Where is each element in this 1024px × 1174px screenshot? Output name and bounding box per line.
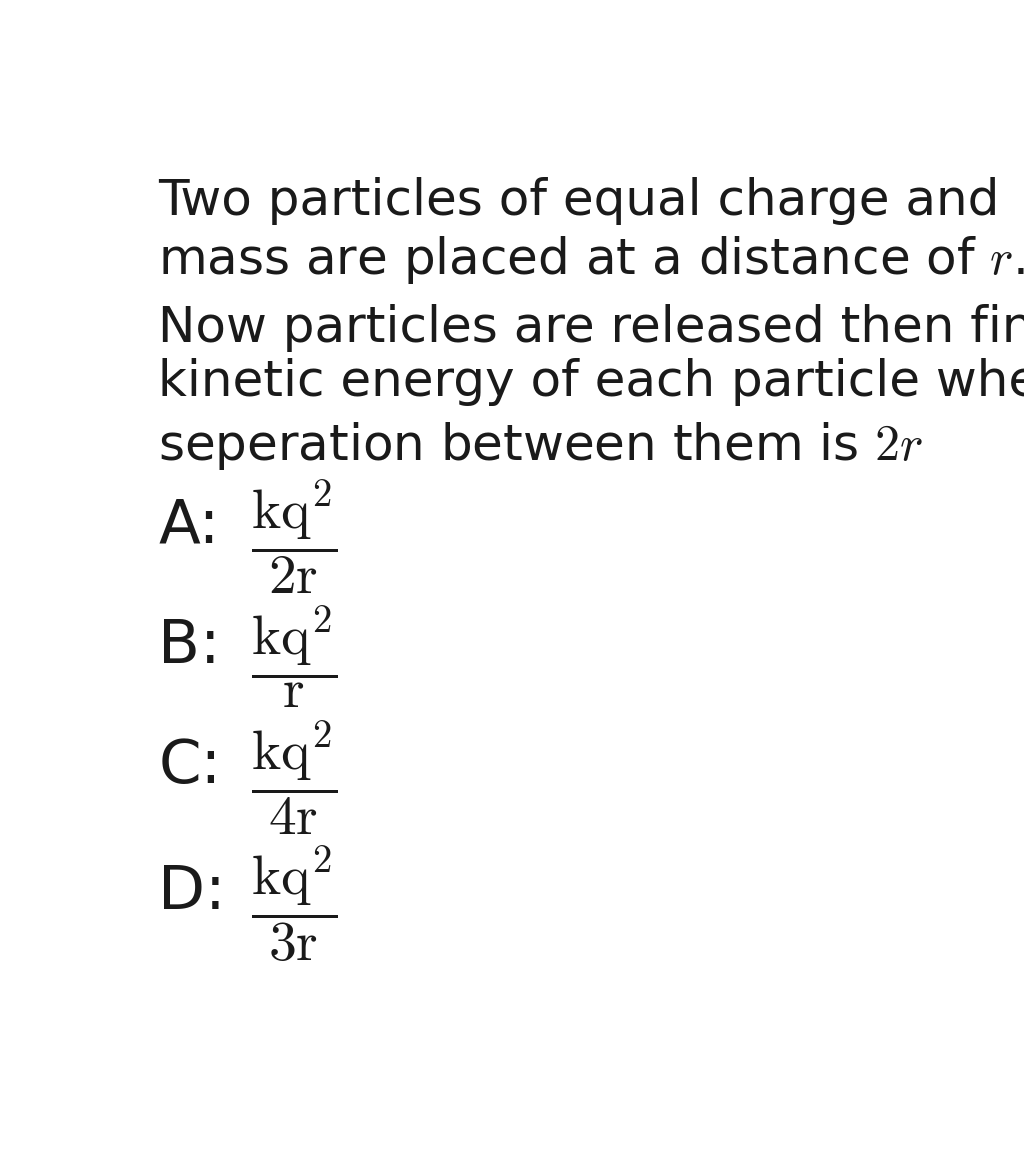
Text: $\dfrac{\mathrm{kq}^2}{\mathrm{4r}}$: $\dfrac{\mathrm{kq}^2}{\mathrm{4r}}$ [251,718,337,837]
Text: $\dfrac{\mathrm{kq}^2}{\mathrm{3r}}$: $\dfrac{\mathrm{kq}^2}{\mathrm{3r}}$ [251,844,337,965]
Text: C:: C: [158,737,221,796]
Text: A:: A: [158,497,219,555]
Text: Two particles of equal charge and: Two particles of equal charge and [158,176,999,224]
Text: B:: B: [158,616,220,676]
Text: D:: D: [158,864,225,923]
Text: kinetic energy of each particle when: kinetic energy of each particle when [158,358,1024,406]
Text: mass are placed at a distance of $r$.: mass are placed at a distance of $r$. [158,234,1024,286]
Text: Now particles are released then find: Now particles are released then find [158,304,1024,352]
Text: seperation between them is $2r$: seperation between them is $2r$ [158,420,924,472]
Text: $\dfrac{\mathrm{kq}^2}{\mathrm{r}}$: $\dfrac{\mathrm{kq}^2}{\mathrm{r}}$ [251,605,337,711]
Text: $\dfrac{\mathrm{kq}^2}{\mathrm{2r}}$: $\dfrac{\mathrm{kq}^2}{\mathrm{2r}}$ [251,478,337,598]
